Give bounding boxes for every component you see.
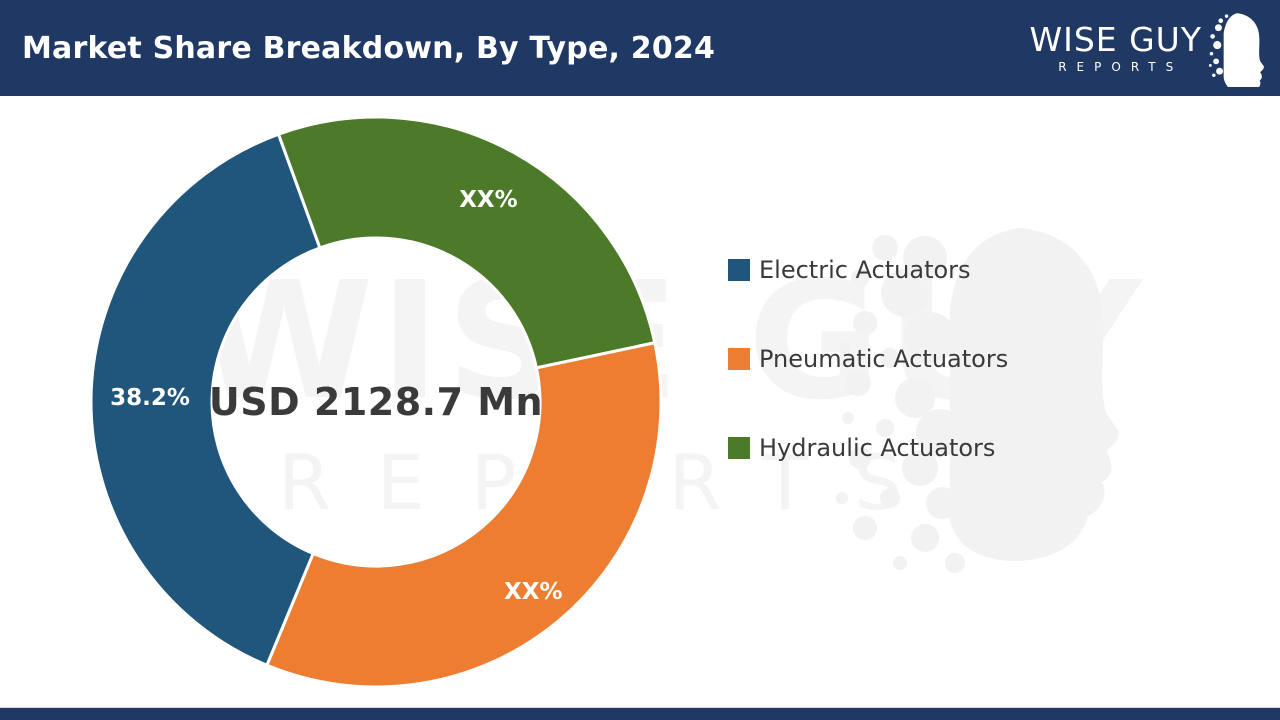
legend-item-hydraulic-actuators: Hydraulic Actuators [728, 434, 1008, 462]
slice-percent-label: 38.2% [110, 385, 190, 411]
header-bar: Market Share Breakdown, By Type, 2024 WI… [0, 0, 1280, 96]
footer-bar [0, 707, 1280, 720]
page-title: Market Share Breakdown, By Type, 2024 [22, 30, 716, 66]
donut-slice-pneumatic-actuators [265, 341, 663, 689]
donut-center-value: USD 2128.7 Mn [208, 380, 544, 424]
slice-percent-label: XX% [504, 579, 563, 605]
logo-reports-text: REPORTS [1058, 60, 1184, 74]
donut-slice-hydraulic-actuators [277, 115, 657, 370]
legend-swatch-electric [728, 259, 750, 281]
legend-swatch-hydraulic [728, 437, 750, 459]
chart-legend: Electric Actuators Pneumatic Actuators H… [728, 256, 1008, 462]
legend-item-electric-actuators: Electric Actuators [728, 256, 1008, 284]
legend-item-pneumatic-actuators: Pneumatic Actuators [728, 345, 1008, 373]
slice-percent-label: XX% [459, 187, 518, 213]
legend-label: Pneumatic Actuators [759, 345, 1009, 373]
donut-chart: 38.2% XX% XX% [76, 102, 676, 702]
legend-label: Electric Actuators [759, 256, 971, 284]
donut-slice-electric-actuators [89, 132, 322, 667]
logo-face-icon [1208, 13, 1264, 87]
wise-guy-logo: WISE GUY REPORTS [1029, 9, 1280, 87]
legend-label: Hydraulic Actuators [759, 434, 996, 462]
logo-brand-text: WISE GUY [1029, 20, 1202, 59]
watermark-face-icon [836, 228, 1119, 573]
legend-swatch-pneumatic [728, 348, 750, 370]
